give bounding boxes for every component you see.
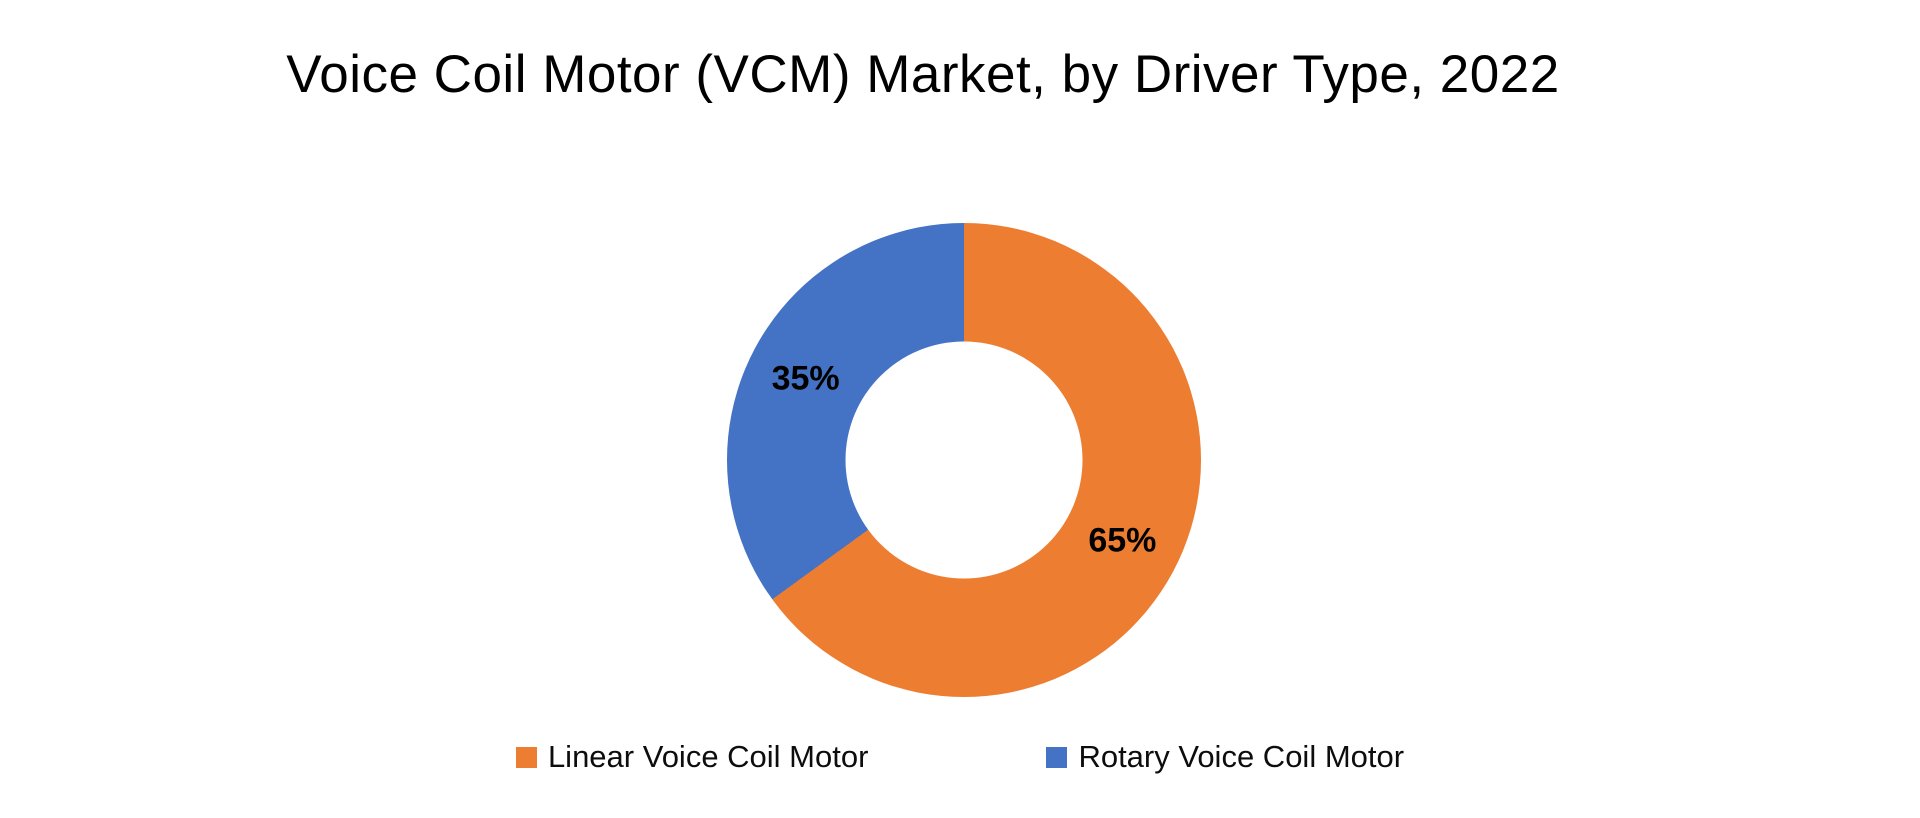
donut-hole <box>845 341 1083 579</box>
data-label-linear: 65% <box>1088 521 1157 560</box>
legend-swatch-rotary <box>1046 746 1068 768</box>
legend-item-rotary: Rotary Voice Coil Motor <box>1046 739 1404 775</box>
legend-item-linear: Linear Voice Coil Motor <box>515 739 869 775</box>
legend-label-rotary: Rotary Voice Coil Motor <box>1078 739 1405 774</box>
chart-title: Voice Coil Motor (VCM) Market, by Driver… <box>286 45 1560 104</box>
data-label-rotary: 35% <box>771 359 840 398</box>
donut-chart <box>727 223 1201 697</box>
legend-swatch-linear <box>515 746 537 768</box>
legend: Linear Voice Coil Motor Rotary Voice Coi… <box>0 739 1920 775</box>
legend-label-linear: Linear Voice Coil Motor <box>547 739 869 774</box>
